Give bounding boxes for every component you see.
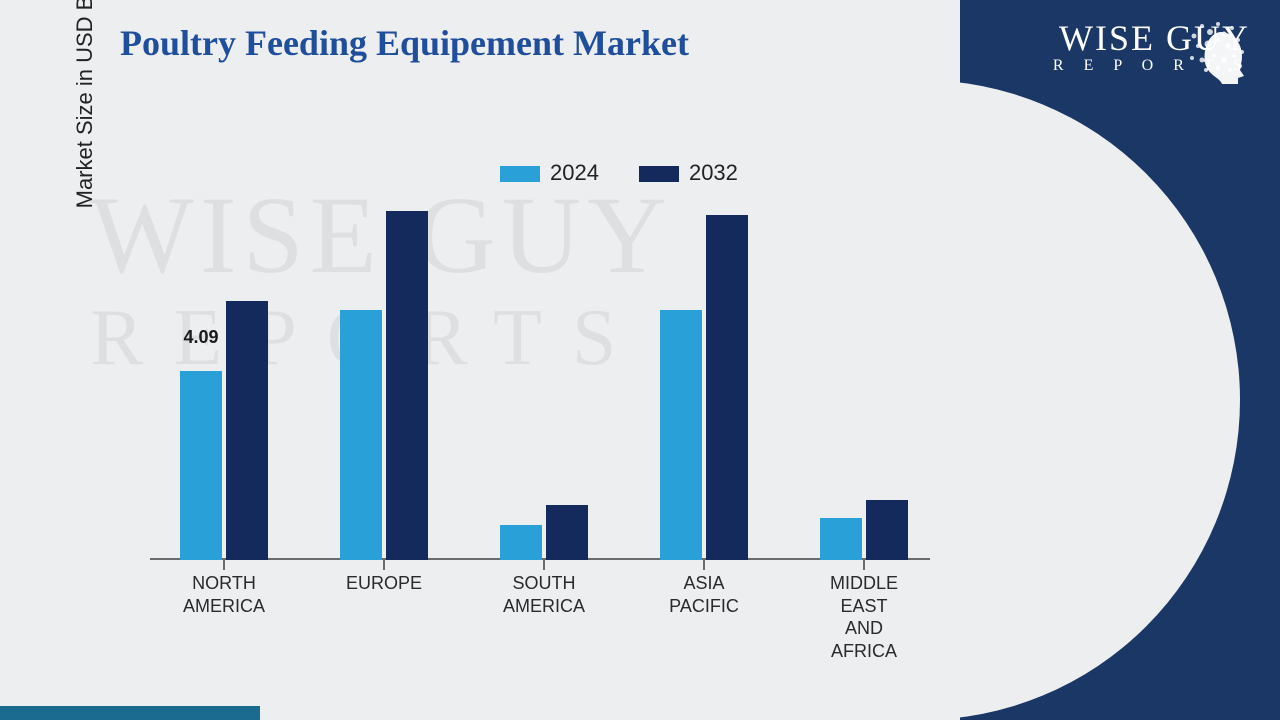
legend-label-2024: 2024 xyxy=(550,160,599,185)
x-axis-tick xyxy=(703,560,705,570)
x-axis-category-label: MIDDLE EAST AND AFRICA xyxy=(794,572,934,662)
x-axis-category-label: EUROPE xyxy=(314,572,454,595)
bar xyxy=(866,500,908,560)
bar xyxy=(546,505,588,561)
dot-cluster-icon xyxy=(1184,16,1254,86)
bar xyxy=(820,518,862,560)
x-axis-tick xyxy=(863,560,865,570)
y-axis-label: Market Size in USD Billion xyxy=(72,0,98,280)
bar xyxy=(660,310,702,560)
chart-title: Poultry Feeding Equipement Market xyxy=(120,22,689,64)
x-axis-tick xyxy=(543,560,545,570)
legend-swatch-2024 xyxy=(500,166,540,182)
footer-accent-bar xyxy=(0,706,260,720)
bar-value-label: 4.09 xyxy=(183,327,218,348)
legend-item-2024: 2024 xyxy=(500,160,599,186)
legend: 2024 2032 xyxy=(500,160,738,186)
bar xyxy=(180,371,222,560)
brand-logo: WISE GUY R E P O R T S xyxy=(1053,20,1250,75)
x-axis-tick xyxy=(383,560,385,570)
chart-area: Market Size in USD Billion 2024 2032 4.0… xyxy=(60,160,940,700)
page: WISE GUY R E P O R T S WISE GUY REPORTS … xyxy=(0,0,1280,720)
bar xyxy=(500,525,542,560)
bar xyxy=(226,301,268,560)
x-axis-category-label: SOUTH AMERICA xyxy=(474,572,614,617)
plot-region: 4.09 xyxy=(150,190,930,560)
bar xyxy=(706,215,748,560)
legend-swatch-2032 xyxy=(639,166,679,182)
x-axis-category-label: ASIA PACIFIC xyxy=(634,572,774,617)
legend-item-2032: 2032 xyxy=(639,160,738,186)
x-axis-category-label: NORTH AMERICA xyxy=(154,572,294,617)
bar xyxy=(340,310,382,560)
bar xyxy=(386,211,428,560)
x-axis-tick xyxy=(223,560,225,570)
legend-label-2032: 2032 xyxy=(689,160,738,185)
